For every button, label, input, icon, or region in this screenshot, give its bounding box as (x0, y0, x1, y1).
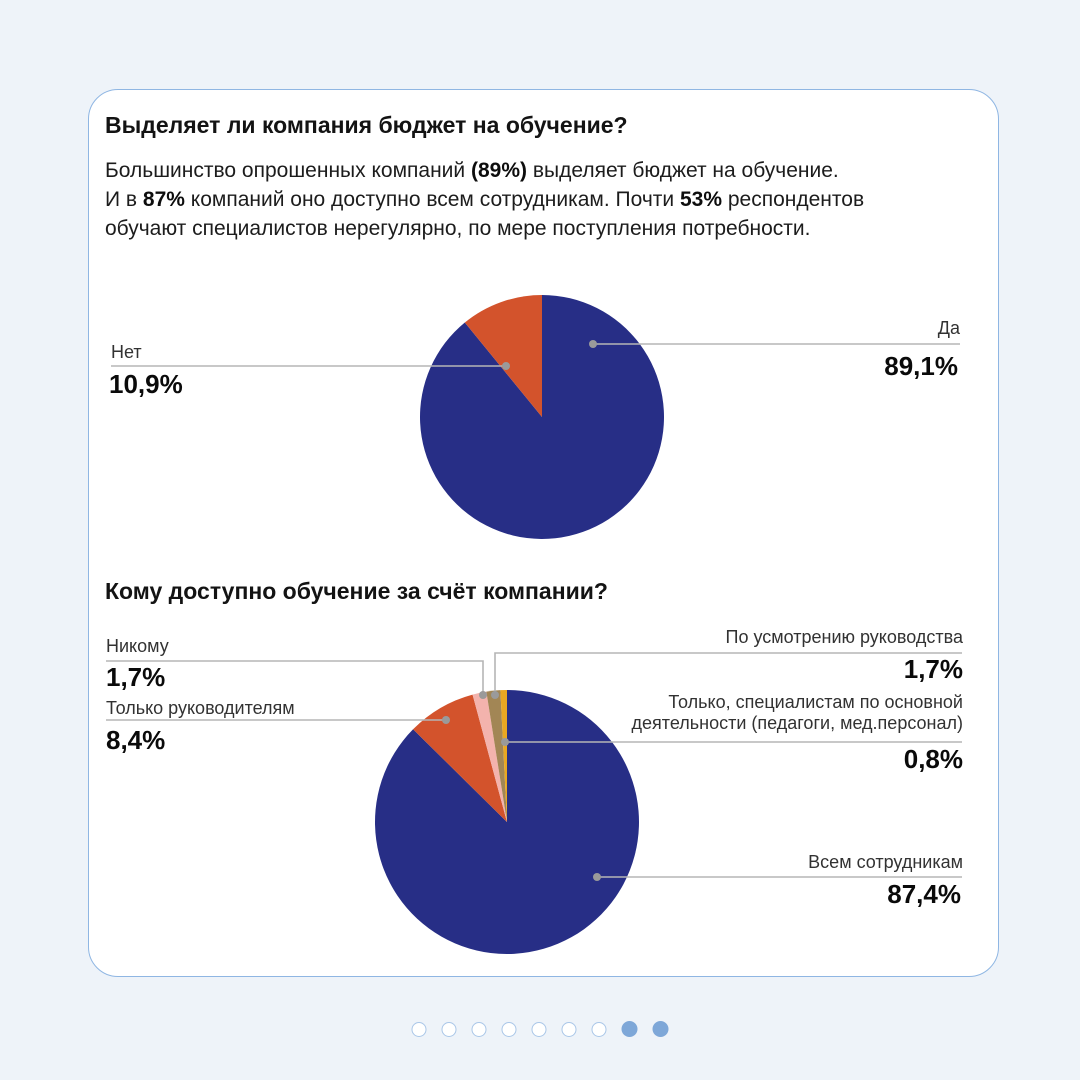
label-managers: Только руководителям (106, 698, 295, 718)
section2-title: Кому доступно обучение за счёт компании? (105, 578, 608, 604)
label-specialists: Только, специалистам по основной деятель… (632, 692, 963, 734)
section1-title: Выделяет ли компания бюджет на обучение? (105, 112, 628, 138)
value-no: 10,9% (109, 369, 183, 399)
value-management: 1,7% (903, 654, 963, 684)
pagination-dot[interactable] (591, 1021, 607, 1037)
pie-slice (500, 690, 507, 822)
pagination-dot[interactable] (411, 1021, 427, 1037)
pagination-dot-active[interactable] (652, 1021, 669, 1037)
label-all-employees: Всем сотрудникам (808, 852, 963, 872)
pie-slice (486, 690, 507, 822)
value-managers: 8,4% (106, 725, 166, 755)
value-nobody: 1,7% (106, 662, 166, 692)
label-specialists-line1: Только, специалистам по основной (668, 692, 963, 712)
pagination-dot[interactable] (471, 1021, 487, 1037)
pie-slice (464, 295, 542, 417)
pagination-dot[interactable] (441, 1021, 457, 1037)
label-specialists-line2: деятельности (педагоги, мед.персонал) (631, 713, 963, 733)
access-pie-chart (375, 690, 639, 954)
intro-line-3: обучают специалистов нерегулярно, по мер… (105, 217, 811, 240)
label-yes: Да (937, 318, 960, 338)
value-specialists: 0,8% (903, 744, 963, 774)
pagination-dot[interactable] (561, 1021, 577, 1037)
pagination-dot[interactable] (531, 1021, 547, 1037)
pie-slice (413, 694, 507, 822)
budget-pie-chart (420, 295, 664, 539)
pie-slice (472, 691, 507, 822)
pagination-dot[interactable] (501, 1021, 517, 1037)
intro-line-2: И в 87% компаний оно доступно всем сотру… (105, 188, 865, 211)
label-nobody: Никому (106, 636, 169, 656)
value-yes: 89,1% (884, 351, 958, 381)
pie-slice (375, 690, 639, 954)
intro-paragraph: Большинство опрошенных компаний (89%) вы… (105, 156, 935, 243)
value-all-employees: 87,4% (887, 879, 961, 909)
pagination-dot-active[interactable] (621, 1021, 638, 1037)
label-management: По усмотрению руководства (725, 627, 964, 647)
pagination-dots (411, 1021, 669, 1037)
intro-line-1: Большинство опрошенных компаний (89%) вы… (105, 159, 839, 182)
label-no: Нет (111, 342, 142, 362)
